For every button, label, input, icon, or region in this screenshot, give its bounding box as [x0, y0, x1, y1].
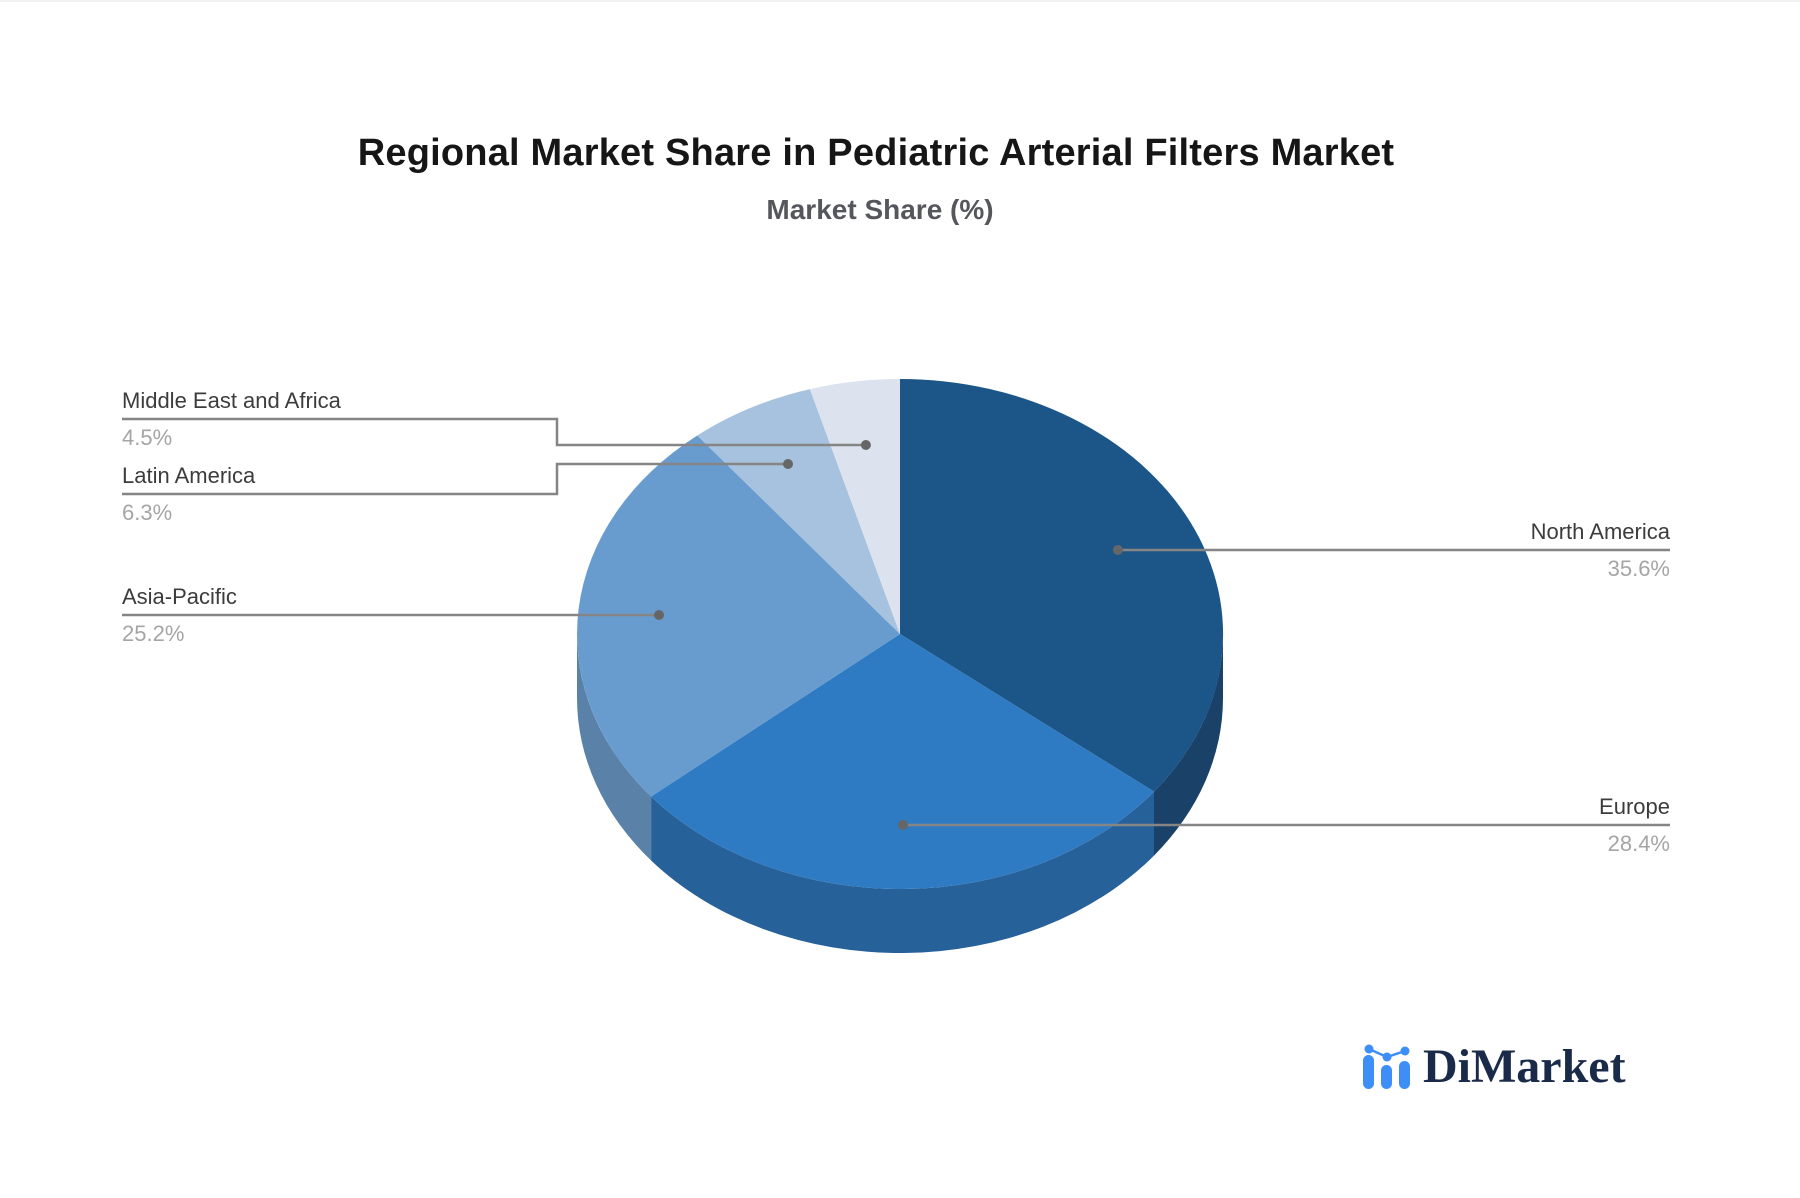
slice-label-value-asia-pacific: 25.2%	[122, 621, 185, 646]
slice-label-name-middle-east-and-africa: Middle East and Africa	[122, 388, 341, 413]
pie-slice-latin-america[interactable]	[697, 389, 900, 634]
slice-label-name-europe: Europe	[1599, 794, 1670, 819]
leader-dot-latin-america	[783, 459, 793, 469]
leader-line-latin-america	[122, 462, 788, 496]
pie-slice-side-asia-pacific	[577, 634, 652, 861]
leader-dot-north-america	[1112, 545, 1123, 555]
pie-slice-side-europe	[651, 791, 1154, 954]
slice-label-name-latin-america: Latin America	[122, 463, 256, 488]
pie-slice-middle-east-and-africa[interactable]	[809, 378, 900, 634]
slice-label-name-north-america: North America	[1530, 519, 1670, 544]
slice-label-value-europe: 28.4%	[1607, 831, 1670, 856]
pie-slice-north-america[interactable]	[900, 379, 1224, 792]
slice-label-name-asia-pacific: Asia-Pacific	[122, 584, 237, 609]
slice-label-value-middle-east-and-africa: 4.5%	[122, 425, 173, 450]
pie-slice-asia-pacific[interactable]	[577, 435, 900, 797]
chart-title: Regional Market Share in Pediatric Arter…	[357, 132, 1395, 174]
brand-watermark: DiMarket	[1362, 1042, 1626, 1098]
slice-label-value-north-america: 35.6%	[1607, 556, 1670, 581]
brand-logo-text: DiMarket	[1423, 1040, 1626, 1093]
chart-subtitle: Market Share (%)	[766, 194, 994, 225]
leader-dot-europe	[898, 820, 908, 830]
leader-dot-middle-east-and-africa	[860, 440, 871, 450]
pie-slice-side-north-america	[1154, 634, 1223, 856]
bar-line-chart-icon	[1363, 1044, 1410, 1089]
slice-label-value-latin-america: 6.3%	[122, 500, 173, 525]
leader-dot-asia-pacific	[654, 610, 664, 620]
leader-line-middle-east-and-africa	[122, 417, 866, 447]
